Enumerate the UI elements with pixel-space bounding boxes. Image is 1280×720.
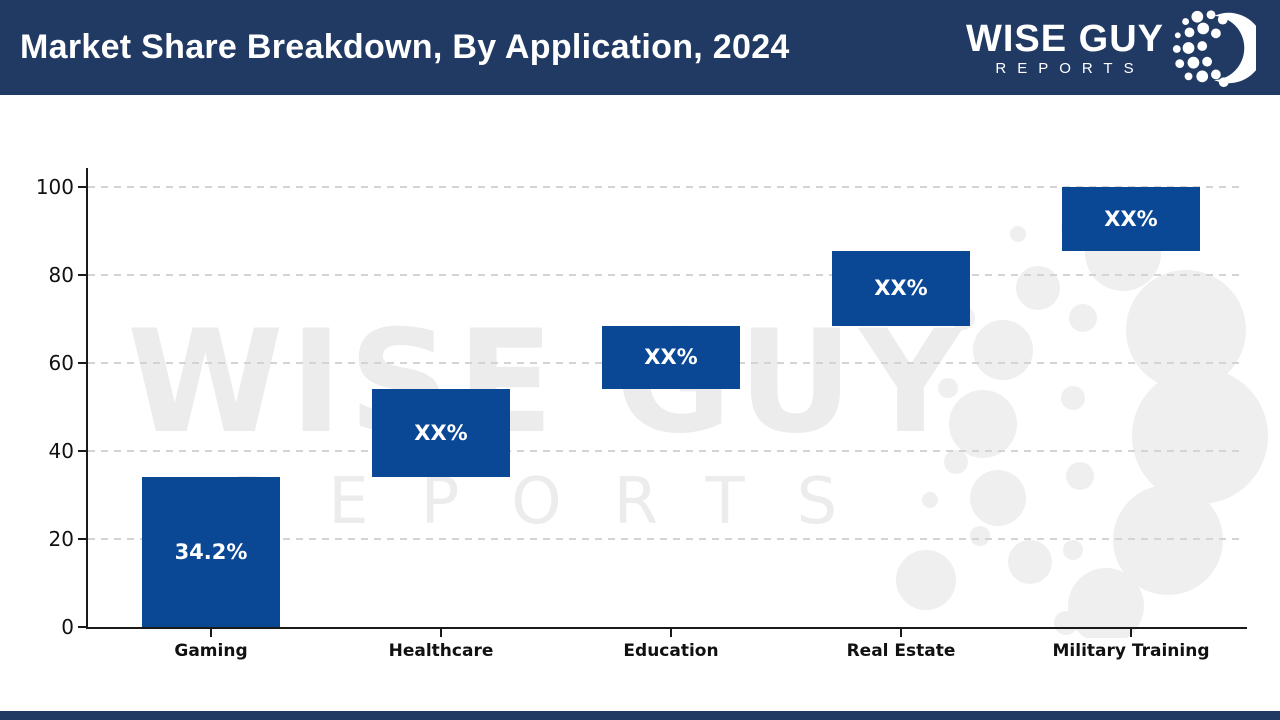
bar-value-label: XX% — [644, 345, 698, 370]
bar-value-label: XX% — [874, 276, 928, 301]
y-axis-tick-label-60: 60 — [48, 351, 74, 375]
logo-head-icon — [1172, 9, 1256, 87]
bar-healthcare: XX% — [372, 389, 510, 477]
logo-wordmark: WISE GUY — [965, 17, 1164, 60]
y-tick-mark-100 — [78, 186, 86, 188]
bar-value-label: XX% — [1104, 206, 1158, 231]
x-axis-line — [86, 627, 1247, 629]
x-tick-mark-5 — [1130, 629, 1132, 637]
wiseguy-logo: WISE GUY REPORTS — [966, 7, 1256, 89]
x-axis-label-healthcare: Healthcare — [388, 641, 494, 661]
y-tick-mark-0 — [78, 626, 86, 628]
x-tick-mark-2 — [440, 629, 442, 637]
x-axis-label-real-estate: Real Estate — [846, 641, 956, 661]
x-axis-label-military-training: Military Training — [1052, 641, 1210, 661]
y-tick-mark-60 — [78, 362, 86, 364]
x-tick-mark-3 — [670, 629, 672, 637]
chart-title: Market Share Breakdown, By Application, … — [20, 28, 790, 66]
bar-value-label: 34.2% — [174, 539, 248, 564]
y-axis-tick-label-40: 40 — [48, 439, 74, 463]
bar-gaming: 34.2% — [142, 476, 280, 627]
y-tick-mark-40 — [78, 450, 86, 452]
y-tick-mark-20 — [78, 538, 86, 540]
y-tick-mark-80 — [78, 274, 86, 276]
y-axis-tick-label-20: 20 — [48, 527, 74, 551]
y-axis-tick-label-100: 100 — [35, 175, 74, 199]
gridline-80 — [88, 274, 1245, 276]
bar-value-label: XX% — [414, 420, 468, 445]
logo-subtext: REPORTS — [995, 59, 1145, 77]
x-axis-label-education: Education — [623, 641, 719, 661]
gridline-20 — [88, 538, 1245, 540]
x-tick-mark-1 — [210, 629, 212, 637]
bar-military-training: XX% — [1062, 187, 1200, 251]
bar-real-estate: XX% — [832, 250, 970, 326]
gridline-100 — [88, 186, 1245, 188]
footer-bar — [0, 711, 1280, 720]
bar-education: XX% — [602, 325, 740, 390]
gridline-40 — [88, 450, 1245, 452]
y-axis-line — [86, 168, 88, 629]
y-axis-tick-label-0: 0 — [61, 615, 74, 639]
x-axis-label-gaming: Gaming — [174, 641, 248, 661]
header-bar: Market Share Breakdown, By Application, … — [0, 0, 1280, 95]
logo-text: WISE GUY REPORTS — [966, 20, 1164, 76]
y-axis-tick-label-80: 80 — [48, 263, 74, 287]
x-tick-mark-4 — [900, 629, 902, 637]
